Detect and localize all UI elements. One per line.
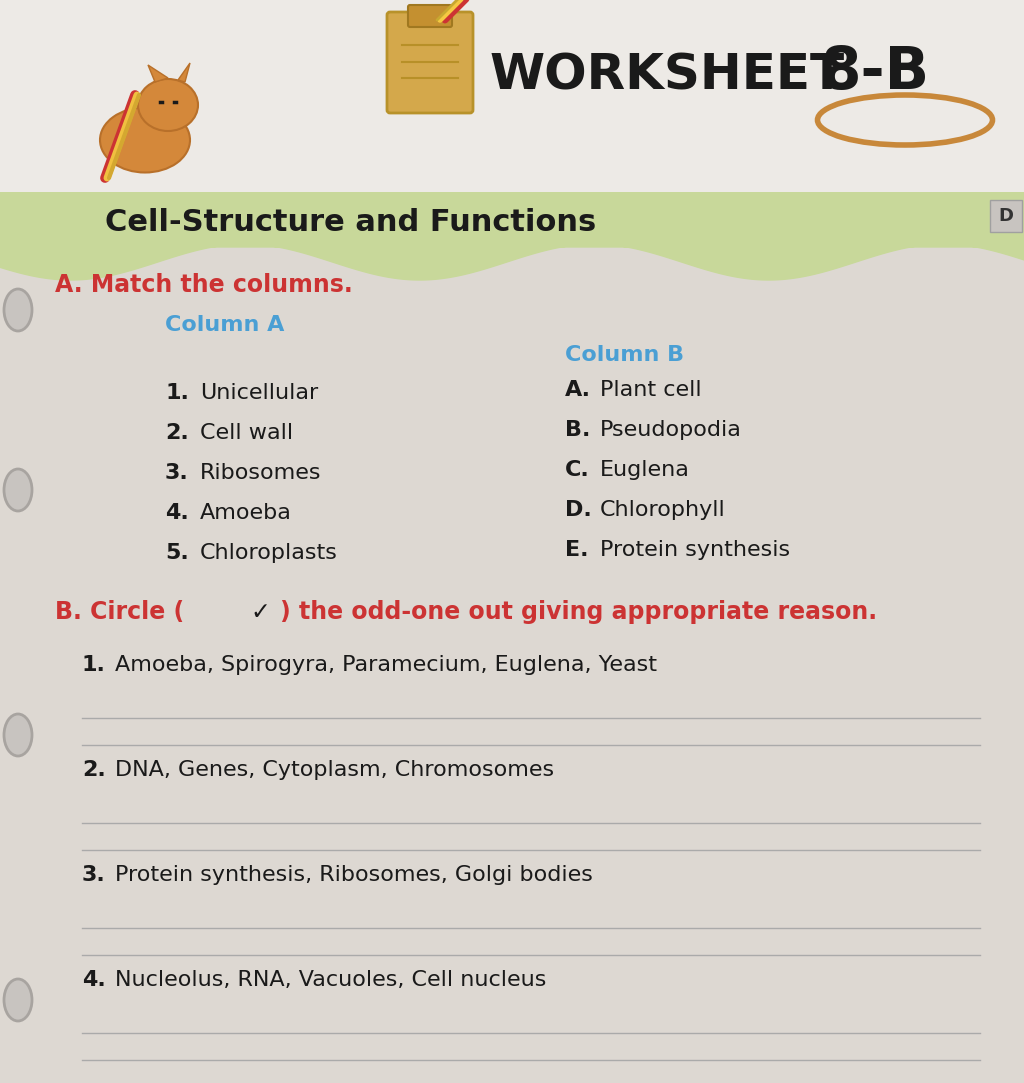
Text: C.: C. bbox=[565, 460, 590, 480]
Text: D: D bbox=[998, 207, 1014, 225]
FancyBboxPatch shape bbox=[387, 12, 473, 113]
Text: Protein synthesis: Protein synthesis bbox=[600, 540, 791, 560]
Text: 4.: 4. bbox=[82, 970, 105, 990]
Text: Column B: Column B bbox=[565, 345, 684, 365]
Text: Amoeba: Amoeba bbox=[200, 503, 292, 523]
Text: Column A: Column A bbox=[165, 315, 285, 335]
Text: B. Circle (: B. Circle ( bbox=[55, 600, 184, 624]
Polygon shape bbox=[148, 65, 168, 82]
Ellipse shape bbox=[100, 107, 190, 172]
Text: 1.: 1. bbox=[165, 383, 188, 403]
Text: 3.: 3. bbox=[82, 865, 105, 885]
Ellipse shape bbox=[4, 979, 32, 1021]
Text: ) the odd-one out giving appropriate reason.: ) the odd-one out giving appropriate rea… bbox=[280, 600, 878, 624]
Text: WORKSHEET: WORKSHEET bbox=[490, 51, 845, 99]
Text: Cell wall: Cell wall bbox=[200, 423, 293, 443]
Text: DNA, Genes, Cytoplasm, Chromosomes: DNA, Genes, Cytoplasm, Chromosomes bbox=[115, 760, 554, 780]
Ellipse shape bbox=[4, 469, 32, 511]
Text: ✓: ✓ bbox=[250, 600, 269, 624]
Text: Protein synthesis, Ribosomes, Golgi bodies: Protein synthesis, Ribosomes, Golgi bodi… bbox=[115, 865, 593, 885]
Text: Euglena: Euglena bbox=[600, 460, 690, 480]
Text: D.: D. bbox=[565, 500, 592, 520]
Text: E.: E. bbox=[565, 540, 589, 560]
Text: Nucleolus, RNA, Vacuoles, Cell nucleus: Nucleolus, RNA, Vacuoles, Cell nucleus bbox=[115, 970, 547, 990]
Text: 3.: 3. bbox=[165, 464, 188, 483]
Text: A. Match the columns.: A. Match the columns. bbox=[55, 273, 352, 297]
Ellipse shape bbox=[4, 714, 32, 756]
Text: 2.: 2. bbox=[165, 423, 188, 443]
Text: Chlorophyll: Chlorophyll bbox=[600, 500, 726, 520]
FancyBboxPatch shape bbox=[0, 0, 1024, 195]
Text: Cell-Structure and Functions: Cell-Structure and Functions bbox=[105, 208, 596, 237]
Text: 8-B: 8-B bbox=[820, 43, 929, 101]
Text: Pseudopodia: Pseudopodia bbox=[600, 420, 741, 440]
FancyBboxPatch shape bbox=[0, 192, 1024, 247]
Text: 4.: 4. bbox=[165, 503, 188, 523]
Text: Unicellular: Unicellular bbox=[200, 383, 318, 403]
Text: 5.: 5. bbox=[165, 543, 188, 563]
Text: B.: B. bbox=[565, 420, 591, 440]
Text: 1.: 1. bbox=[82, 655, 105, 675]
Text: Amoeba, Spirogyra, Paramecium, Euglena, Yeast: Amoeba, Spirogyra, Paramecium, Euglena, … bbox=[115, 655, 657, 675]
Text: 2.: 2. bbox=[82, 760, 105, 780]
Text: Plant cell: Plant cell bbox=[600, 380, 701, 400]
Polygon shape bbox=[178, 63, 190, 82]
Ellipse shape bbox=[4, 289, 32, 331]
Text: Chloroplasts: Chloroplasts bbox=[200, 543, 338, 563]
FancyBboxPatch shape bbox=[990, 200, 1022, 232]
Ellipse shape bbox=[138, 79, 198, 131]
Text: Ribosomes: Ribosomes bbox=[200, 464, 322, 483]
Text: A.: A. bbox=[565, 380, 591, 400]
FancyBboxPatch shape bbox=[408, 5, 452, 27]
